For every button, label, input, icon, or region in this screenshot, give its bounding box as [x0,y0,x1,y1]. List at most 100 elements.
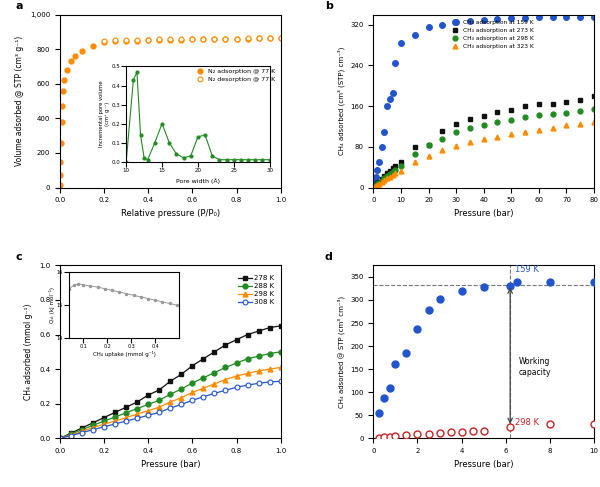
CH₄ adsorption at 323 K [439,148,446,153]
278 K [178,372,185,377]
N₂ adsorption @ 77 K [211,36,218,42]
CH₄ adsorption at 273 K [371,183,379,189]
CH₄ adsorption at 298 K [375,180,382,186]
N₂ adsorption @ 77 K [57,140,64,146]
CH₄ adsorption at 159 K [563,14,570,19]
308 K [222,387,229,393]
Legend: CH₄ adsorption at 159 K, CH₄ adsorption at 273 K, CH₄ adsorption at 298 K, CH₄ a: CH₄ adsorption at 159 K, CH₄ adsorption … [447,18,536,51]
N₂ adsorption @ 77 K [112,38,119,44]
N₂ desorption @ 77 K [145,37,152,42]
298 K [101,421,108,427]
278 K [277,323,284,329]
308 K [79,430,86,435]
288 K [67,431,74,437]
N₂ adsorption @ 77 K [145,37,152,43]
N₂ adsorption @ 77 K [57,159,64,165]
CH₄ adsorption at 298 K [381,175,388,181]
CH₄ adsorption at 273 K [392,163,399,169]
CH₄ adsorption at 298 K [392,167,399,173]
308 K [211,391,218,396]
Line: 288 K: 288 K [58,349,283,441]
CH₄ adsorption at 298 K [397,163,404,169]
N₂ adsorption @ 77 K [59,103,66,109]
288 K [222,364,229,370]
CH₄ adsorption at 159 K [439,22,446,28]
N₂ adsorption @ 77 K [189,37,196,42]
Text: Working
capacity: Working capacity [519,357,551,376]
278 K [255,328,262,334]
CH₄ adsorption at 298 K [383,173,391,179]
CH₄ adsorption at 159 K [389,91,396,96]
CH₄ adsorption at 298 K [521,114,529,120]
CH₄ adsorption at 298 K [389,169,396,175]
CH₄ adsorption at 323 K [371,184,379,189]
N₂ adsorption @ 77 K [79,48,86,54]
298 K [145,408,152,413]
CH₄ adsorption at 323 K [375,181,382,187]
288 K [211,370,218,375]
278 K [101,414,108,420]
CH₄ adsorption at 273 K [383,170,391,176]
N₂ desorption @ 77 K [200,36,207,42]
CH₄ adsorption at 273 K [480,113,487,119]
Line: CH₄ adsorption at 323 K: CH₄ adsorption at 323 K [371,120,596,189]
Legend: 278 K, 288 K, 298 K, 308 K: 278 K, 288 K, 298 K, 308 K [235,272,277,308]
X-axis label: Pressure (bar): Pressure (bar) [454,460,514,468]
CH₄ adsorption at 159 K [375,159,382,165]
CH₄ adsorption at 273 K [549,101,556,107]
Line: CH₄ adsorption at 159 K: CH₄ adsorption at 159 K [371,14,597,189]
298 K [266,366,273,372]
288 K [277,349,284,355]
CH₄ adsorption at 159 K [452,19,460,25]
288 K [189,380,196,386]
288 K [178,386,185,392]
288 K [122,410,130,415]
Text: 298 K: 298 K [515,418,539,428]
308 K [244,382,251,388]
278 K [222,342,229,348]
Line: 308 K: 308 K [58,379,283,441]
N₂ desorption @ 77 K [122,37,130,42]
CH₄ adsorption at 273 K [374,181,381,187]
288 K [233,360,240,366]
298 K [244,371,251,376]
308 K [155,410,163,415]
N₂ adsorption @ 77 K [134,37,141,43]
CH₄ adsorption at 159 K [577,14,584,19]
288 K [244,356,251,362]
308 K [266,379,273,385]
CH₄ adsorption at 298 K [563,110,570,116]
288 K [134,406,141,412]
298 K [67,432,74,438]
298 K [56,435,64,441]
CH₄ adsorption at 298 K [373,183,380,188]
CH₄ adsorption at 323 K [521,129,529,134]
CH₄ adsorption at 273 K [452,121,460,127]
Line: 278 K: 278 K [58,323,283,441]
CH₄ adsorption at 323 K [466,139,473,145]
N₂ adsorption @ 77 K [244,36,251,41]
308 K [89,427,97,432]
N₂ desorption @ 77 K [189,36,196,42]
CH₄ adsorption at 323 K [480,136,487,142]
N₂ desorption @ 77 K [266,36,273,41]
CH₄ adsorption at 323 K [378,180,385,186]
N₂ adsorption @ 77 K [61,77,68,83]
X-axis label: Pressure (bar): Pressure (bar) [140,460,200,468]
N₂ desorption @ 77 K [244,36,251,41]
Line: N₂ desorption @ 77 K: N₂ desorption @ 77 K [102,36,283,44]
N₂ adsorption @ 77 K [101,39,108,45]
CH₄ adsorption at 298 K [590,106,598,112]
CH₄ adsorption at 159 K [374,167,381,173]
308 K [277,378,284,384]
CH₄ adsorption at 159 K [371,180,379,186]
N₂ adsorption @ 77 K [89,43,97,49]
CH₄ adsorption at 323 K [590,119,598,125]
N₂ adsorption @ 77 K [67,58,74,64]
308 K [112,421,119,427]
288 K [56,435,64,441]
N₂ adsorption @ 77 K [63,67,70,73]
CH₄ adsorption at 273 K [466,116,473,122]
CH₄ adsorption at 273 K [411,144,418,150]
278 K [145,392,152,398]
